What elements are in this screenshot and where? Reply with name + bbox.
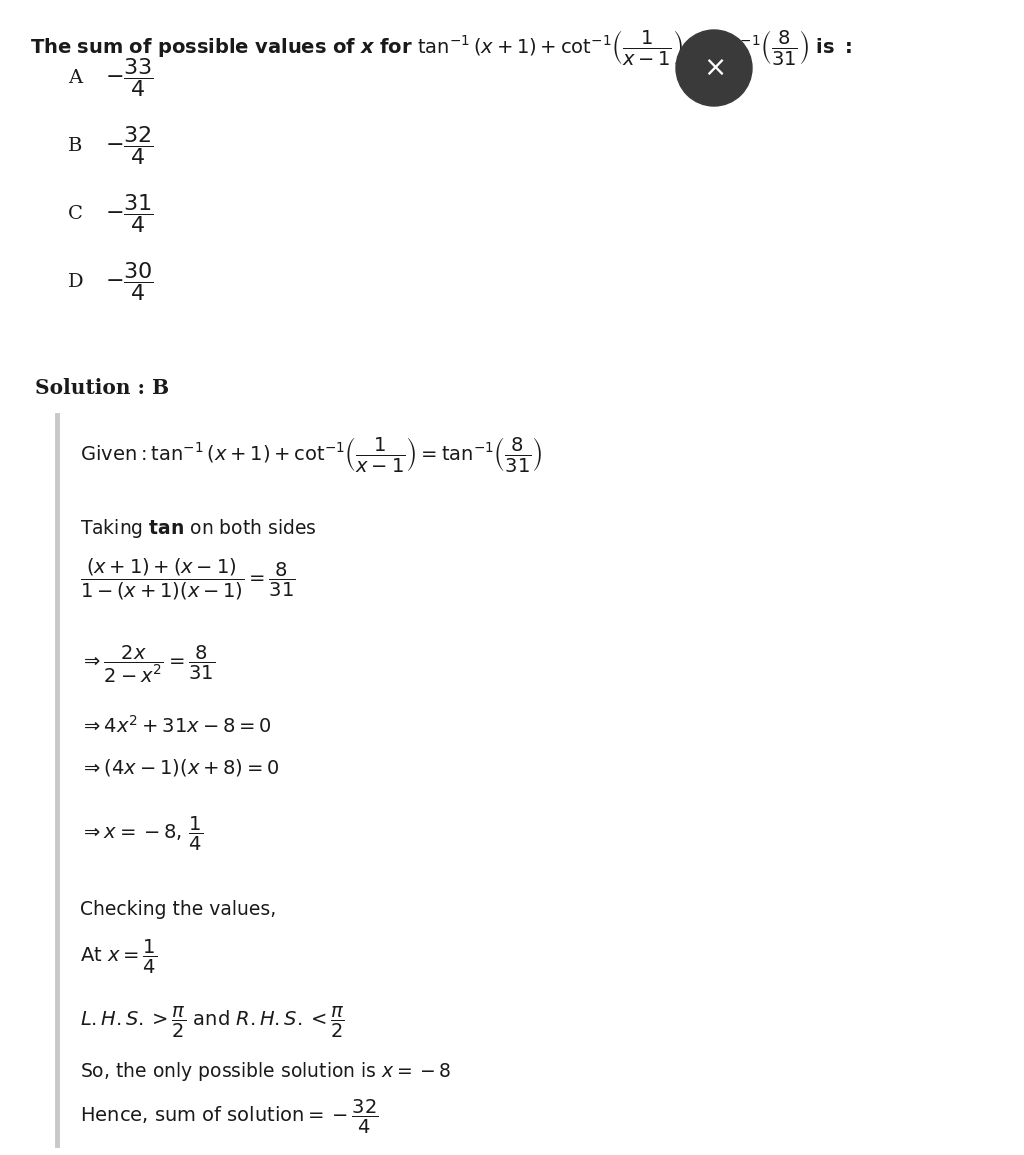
Text: $\Rightarrow 4x^2 + 31x - 8 = 0$: $\Rightarrow 4x^2 + 31x - 8 = 0$ — [80, 715, 271, 737]
Text: $\Rightarrow (4x-1)(x+8) = 0$: $\Rightarrow (4x-1)(x+8) = 0$ — [80, 757, 280, 778]
Text: $\mathbf{The\ sum\ of\ possible\ values\ of}\ \boldsymbol{x}\ \mathbf{for}\ $$\t: $\mathbf{The\ sum\ of\ possible\ values\… — [30, 28, 852, 67]
Text: Checking the values,: Checking the values, — [80, 900, 276, 919]
Text: B: B — [68, 137, 82, 155]
Text: So, the only possible solution is $x = -8$: So, the only possible solution is $x = -… — [80, 1060, 452, 1083]
Circle shape — [676, 30, 752, 106]
Text: $\times$: $\times$ — [703, 54, 725, 82]
Text: $-\dfrac{31}{4}$: $-\dfrac{31}{4}$ — [105, 193, 154, 236]
Text: C: C — [68, 204, 83, 223]
Text: $-\dfrac{32}{4}$: $-\dfrac{32}{4}$ — [105, 125, 154, 167]
Text: $\mathrm{Given} : \tan^{-1}(x+1) + \cot^{-1}\!\left(\dfrac{1}{x-1}\right) = \tan: $\mathrm{Given} : \tan^{-1}(x+1) + \cot^… — [80, 435, 543, 474]
Text: $\text{Hence, sum of solution} = -\dfrac{32}{4}$: $\text{Hence, sum of solution} = -\dfrac… — [80, 1098, 379, 1137]
Text: A: A — [68, 69, 82, 87]
Text: Solution : B: Solution : B — [35, 378, 169, 398]
Text: $\Rightarrow x = -8,\,\dfrac{1}{4}$: $\Rightarrow x = -8,\,\dfrac{1}{4}$ — [80, 815, 204, 854]
Text: $\text{At }x = \dfrac{1}{4}$: $\text{At }x = \dfrac{1}{4}$ — [80, 938, 157, 976]
Text: $-\dfrac{33}{4}$: $-\dfrac{33}{4}$ — [105, 57, 154, 99]
Text: $\Rightarrow \dfrac{2x}{2-x^2} = \dfrac{8}{31}$: $\Rightarrow \dfrac{2x}{2-x^2} = \dfrac{… — [80, 643, 215, 685]
Text: $\dfrac{(x+1)+(x-1)}{1-(x+1)(x-1)} = \dfrac{8}{31}$: $\dfrac{(x+1)+(x-1)}{1-(x+1)(x-1)} = \df… — [80, 557, 296, 602]
Text: $-\dfrac{30}{4}$: $-\dfrac{30}{4}$ — [105, 261, 154, 304]
Text: D: D — [68, 273, 84, 291]
Text: $L.H.S. > \dfrac{\pi}{2}\text{ and }R.H.S. < \dfrac{\pi}{2}$: $L.H.S. > \dfrac{\pi}{2}\text{ and }R.H.… — [80, 1005, 345, 1040]
Text: Taking $\mathbf{tan}$ on both sides: Taking $\mathbf{tan}$ on both sides — [80, 517, 316, 541]
